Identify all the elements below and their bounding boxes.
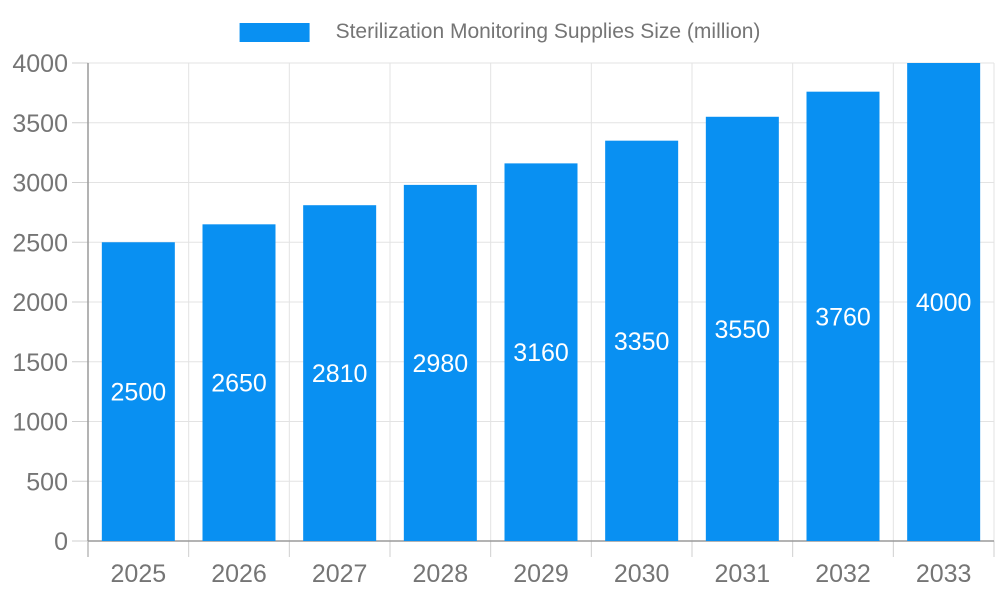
bar-value-label: 3550 — [715, 316, 771, 344]
y-axis-label: 2000 — [12, 289, 68, 317]
x-axis-label: 2025 — [111, 560, 167, 588]
x-axis-label: 2027 — [312, 560, 368, 588]
legend-label: Sterilization Monitoring Supplies Size (… — [335, 20, 761, 43]
bar-2028[interactable] — [403, 184, 477, 541]
x-axis-label: 2032 — [815, 560, 871, 588]
bar-value-label: 3350 — [614, 328, 670, 356]
bar-value-label: 2980 — [413, 350, 469, 378]
y-axis-label: 3500 — [12, 110, 68, 138]
bar-value-label: 2650 — [211, 370, 267, 398]
x-axis-label: 2033 — [916, 560, 972, 588]
bar-value-label: 2500 — [111, 379, 167, 407]
y-axis-label: 1000 — [12, 409, 68, 437]
y-axis-label: 3000 — [12, 170, 68, 198]
y-axis-label: 4000 — [12, 50, 68, 78]
bar-2029[interactable] — [504, 163, 578, 541]
x-axis-label: 2028 — [413, 560, 469, 588]
bar-2025[interactable] — [101, 242, 175, 541]
y-axis-label: 500 — [26, 468, 68, 496]
bar-2026[interactable] — [202, 224, 276, 541]
legend[interactable]: Sterilization Monitoring Supplies Size (… — [239, 20, 761, 44]
bar-value-label: 2810 — [312, 360, 368, 388]
bar-2027[interactable] — [303, 205, 377, 541]
bar-value-label: 3760 — [815, 303, 871, 331]
bar-2033[interactable] — [907, 63, 981, 541]
bar-2030[interactable] — [605, 140, 679, 542]
bar-2032[interactable] — [806, 91, 880, 542]
legend-swatch-icon — [239, 22, 310, 42]
bar-value-label: 3160 — [513, 339, 569, 367]
x-axis-label: 2029 — [513, 560, 569, 588]
x-axis-label: 2026 — [211, 560, 267, 588]
bar-value-label: 4000 — [916, 289, 972, 317]
y-axis-label: 1500 — [12, 349, 68, 377]
bar-2031[interactable] — [705, 116, 779, 542]
y-axis-label: 2500 — [12, 229, 68, 257]
x-axis-label: 2031 — [715, 560, 771, 588]
y-axis-label: 0 — [54, 528, 68, 556]
x-axis-label: 2030 — [614, 560, 670, 588]
